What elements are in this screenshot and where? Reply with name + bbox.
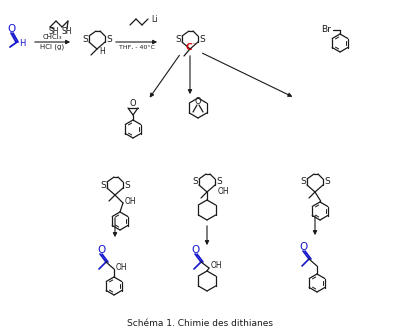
Text: OH: OH — [124, 196, 136, 206]
Text: SH: SH — [49, 28, 59, 37]
Text: S: S — [192, 178, 198, 187]
Text: OH: OH — [217, 188, 229, 196]
Text: SH: SH — [62, 28, 72, 37]
Text: S: S — [300, 178, 306, 187]
Text: CHCl₃: CHCl₃ — [42, 34, 62, 40]
Text: Schéma 1. Chimie des dithianes: Schéma 1. Chimie des dithianes — [127, 318, 273, 327]
Text: OH: OH — [115, 263, 127, 271]
Text: S: S — [124, 181, 130, 190]
Text: O: O — [8, 24, 16, 34]
Text: H: H — [19, 38, 25, 47]
Text: O: O — [300, 242, 308, 252]
Text: O: O — [97, 245, 105, 255]
Text: Br: Br — [321, 26, 331, 35]
Text: S: S — [82, 35, 88, 43]
Text: O: O — [130, 98, 136, 108]
Text: S: S — [175, 35, 181, 43]
Text: O: O — [192, 245, 200, 255]
Text: THF, - 40°C: THF, - 40°C — [119, 44, 155, 49]
Text: C: C — [186, 43, 192, 53]
Text: Li: Li — [151, 15, 157, 24]
Text: HCl (g): HCl (g) — [40, 44, 64, 50]
Text: S: S — [324, 178, 330, 187]
Text: H: H — [99, 47, 105, 57]
Text: OH: OH — [210, 262, 222, 270]
Text: S: S — [199, 35, 205, 43]
Text: S: S — [100, 181, 106, 190]
Text: ⁻: ⁻ — [192, 40, 196, 49]
Text: S: S — [106, 35, 112, 43]
Text: S: S — [216, 178, 222, 187]
Text: O: O — [195, 97, 201, 107]
